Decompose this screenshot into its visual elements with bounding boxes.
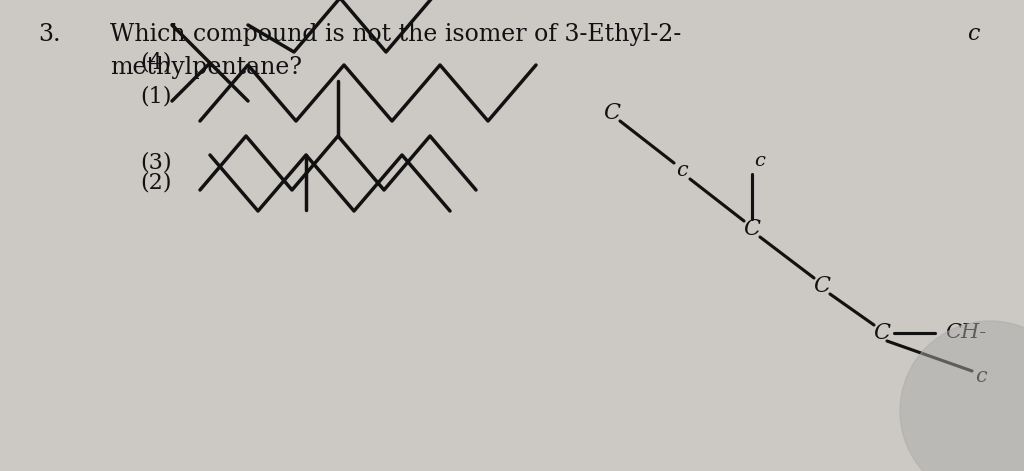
Text: C: C [603,102,621,124]
Text: Which compound is not the isomer of 3-Ethyl-2-: Which compound is not the isomer of 3-Et… [110,23,681,46]
Text: C: C [743,218,761,240]
Text: C: C [873,322,891,344]
Text: C: C [813,275,830,297]
Text: CH-: CH- [945,324,986,342]
Text: (2): (2) [140,172,171,194]
Text: c: c [975,366,987,385]
Text: c: c [676,162,688,180]
Text: (1): (1) [140,85,171,107]
Circle shape [900,321,1024,471]
Text: methylpentane?: methylpentane? [110,56,302,79]
Text: c: c [755,152,765,170]
Text: 3.: 3. [38,23,60,46]
Text: c: c [967,23,980,45]
Text: (4): (4) [140,52,171,74]
Text: (3): (3) [140,152,172,174]
